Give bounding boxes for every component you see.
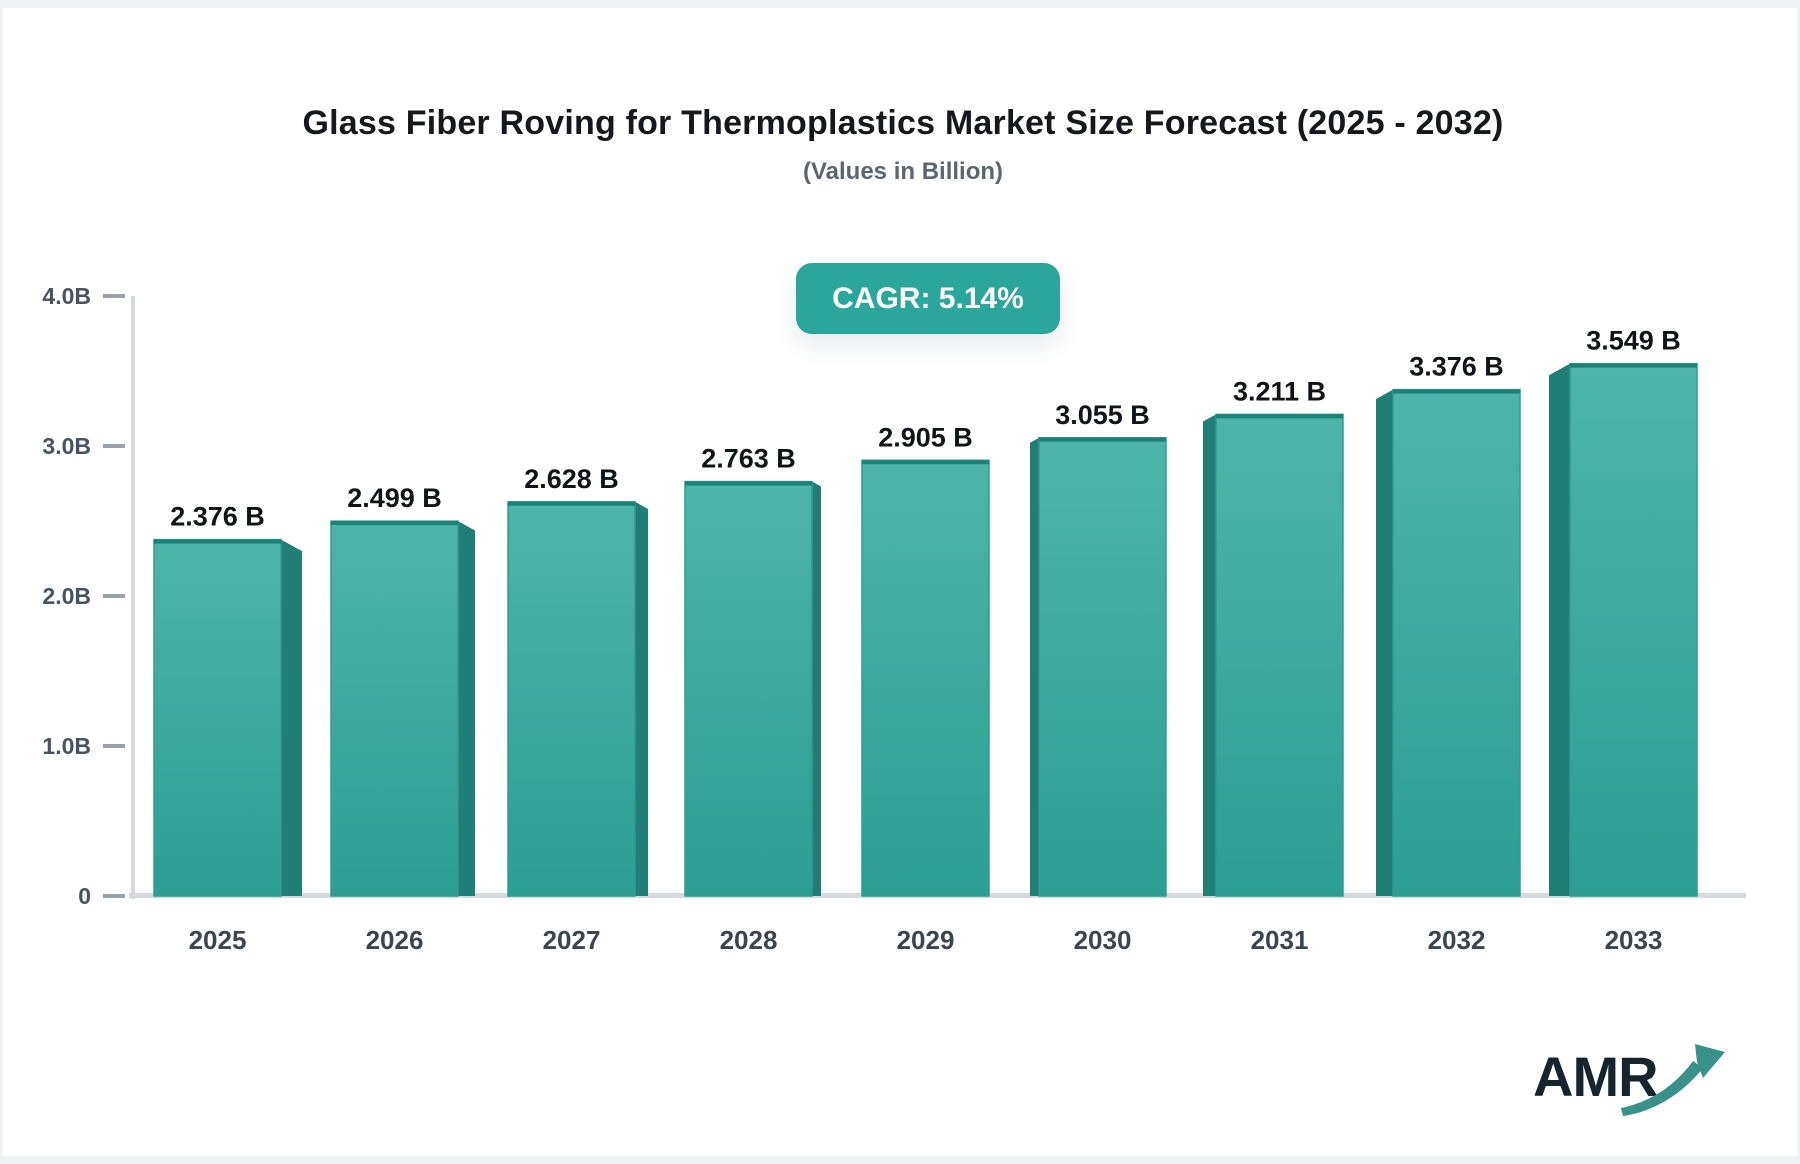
bar-2025 (153, 538, 282, 897)
bar-side-2031 (1203, 414, 1216, 896)
x-axis-label-2031: 2031 (1251, 925, 1309, 955)
trend-up-arrow-icon (1621, 1044, 1725, 1116)
bar-top-edge-2026 (331, 521, 458, 526)
bar-side-2026 (458, 521, 475, 896)
bar-2032 (1392, 388, 1521, 897)
bar-2026 (330, 520, 459, 897)
amr-logo-text: AMR (1533, 1045, 1659, 1108)
bar-top-edge-2032 (1393, 389, 1520, 394)
bar-side-2027 (635, 501, 648, 896)
bar-value-label-2030: 3.055 B (1055, 400, 1150, 430)
bar-top-edge-2028 (685, 481, 812, 486)
bar-top-edge-2030 (1039, 437, 1166, 442)
x-axis-label-2032: 2032 (1428, 925, 1486, 955)
y-axis-line (131, 296, 135, 899)
bar-chart: 0 1.0B 2.0B 3.0B 4.0B 2.376 B 2025 2.499 B 2026 2… (42, 283, 1746, 955)
bar-2029 (861, 459, 990, 897)
bar-2027 (507, 501, 636, 897)
y-tick (103, 744, 125, 748)
bar-2033 (1569, 362, 1698, 897)
bar-value-label-2029: 2.905 B (878, 422, 973, 452)
y-tick (103, 294, 125, 298)
bar-side-2028 (812, 481, 821, 896)
y-tick (103, 444, 125, 448)
bar-value-label-2026: 2.499 B (347, 483, 442, 513)
bar-value-label-2032: 3.376 B (1409, 352, 1504, 382)
bar-value-label-2031: 3.211 B (1233, 376, 1326, 406)
y-tick-label: 0 (78, 883, 91, 909)
x-axis-label-2026: 2026 (366, 925, 424, 955)
bar-value-label-2033: 3.549 B (1586, 326, 1681, 356)
x-axis-label-2025: 2025 (189, 925, 247, 955)
bar-top-edge-2031 (1216, 414, 1343, 419)
y-tick-label: 3.0B (42, 433, 91, 459)
bar-top-edge-2029 (862, 460, 989, 465)
bar-2031 (1215, 413, 1344, 897)
bar-value-label-2025: 2.376 B (170, 502, 265, 532)
y-tick-label: 1.0B (42, 733, 91, 759)
y-tick-label: 4.0B (42, 283, 91, 309)
x-axis-label-2030: 2030 (1074, 925, 1132, 955)
bar-2030 (1038, 437, 1167, 897)
x-axis-label-2033: 2033 (1605, 925, 1663, 955)
y-tick (103, 594, 125, 598)
x-axis-label-2029: 2029 (897, 925, 955, 955)
bar-side-2033 (1549, 363, 1570, 896)
cagr-badge: CAGR: 5.14% (796, 263, 1060, 334)
bar-top-edge-2025 (154, 539, 281, 544)
x-axis-label-2027: 2027 (543, 925, 601, 955)
y-tick (103, 894, 125, 898)
amr-logo: AMR (1533, 1038, 1733, 1128)
bar-value-label-2027: 2.628 B (524, 464, 619, 494)
page-title: Glass Fiber Roving for Thermoplastics Ma… (302, 104, 1504, 142)
bar-value-label-2028: 2.763 B (701, 444, 796, 474)
x-axis-label-2028: 2028 (720, 925, 778, 955)
chart-subtitle: (Values in Billion) (802, 158, 1004, 185)
bar-side-2025 (281, 539, 302, 896)
bar-top-edge-2033 (1570, 363, 1697, 368)
bar-side-2030 (1030, 437, 1039, 896)
bar-side-2032 (1376, 389, 1393, 896)
y-tick-label: 2.0B (42, 583, 91, 609)
cagr-badge-label: CAGR: 5.14% (832, 281, 1024, 315)
bar-top-edge-2027 (508, 501, 635, 506)
chart-card: Glass Fiber Roving for Thermoplastics Ma… (3, 8, 1797, 1156)
bar-2028 (684, 480, 813, 897)
